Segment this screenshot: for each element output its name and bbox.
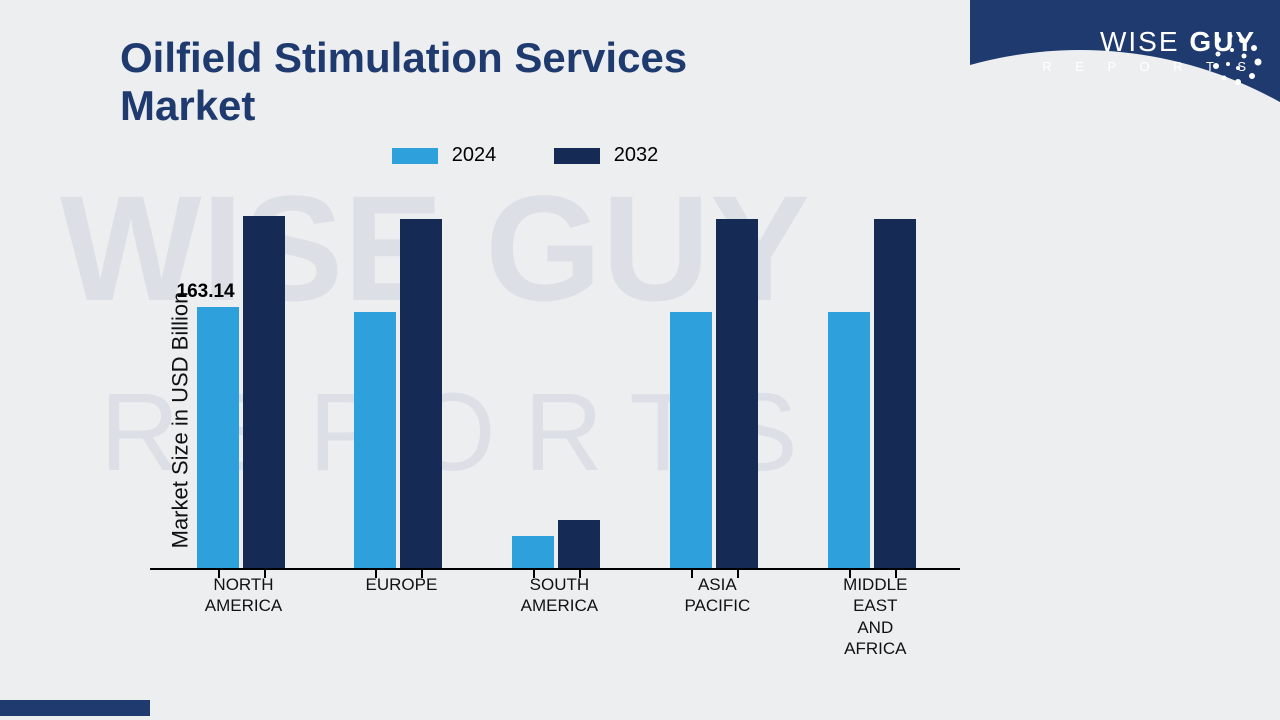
chart-area: Market Size in USD Billion 2024 2032 163… [90,150,960,690]
bar-2024 [512,536,554,568]
page: WISE GUY R E P O R T S Oilfield Stimulat… [0,0,1280,720]
legend-swatch-2032 [554,148,600,164]
category-label: MIDDLEEASTANDAFRICA [810,574,940,659]
logo-head-icon [1208,30,1268,90]
legend-item-2032: 2032 [554,144,659,167]
category-label: SOUTHAMERICA [494,574,624,617]
category-label: NORTHAMERICA [179,574,309,617]
bar-2032 [558,520,600,568]
bar-2024 [354,312,396,568]
bottom-strip [0,700,150,716]
bar-2032 [400,219,442,568]
x-axis [150,568,960,570]
legend-label-2032: 2032 [614,144,659,167]
chart-title: Oilfield Stimulation Services Market [120,34,820,131]
bar-2032 [716,219,758,568]
logo-word1: WISE [1100,26,1180,57]
value-label: 163.14 [177,281,235,303]
category-label: EUROPE [336,574,466,595]
bar-2024 [828,312,870,568]
bar-2032 [243,216,285,568]
category-label: ASIAPACIFIC [652,574,782,617]
legend-item-2024: 2024 [392,144,497,167]
plot-area: 163.14 [150,170,960,570]
bar-2024 [670,312,712,568]
bar-2032 [874,219,916,568]
legend-swatch-2024 [392,148,438,164]
legend: 2024 2032 [90,144,960,170]
bar-2024 [197,307,239,568]
legend-label-2024: 2024 [452,144,497,167]
